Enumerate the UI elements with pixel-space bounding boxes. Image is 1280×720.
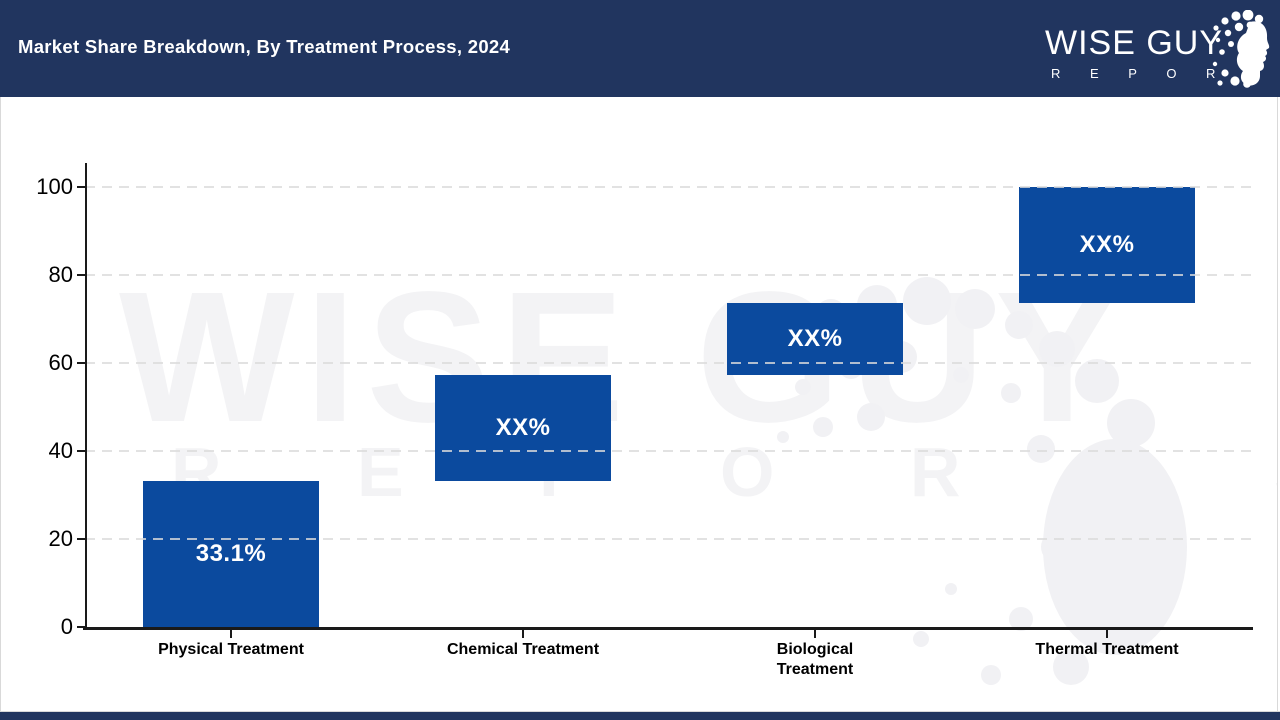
x-axis-tick-mark [230, 629, 232, 638]
y-axis-tick-label: 0 [60, 614, 73, 639]
x-axis-tick-mark [1106, 629, 1108, 638]
x-axis-tick-mark [522, 629, 524, 638]
bar-chemical-treatment: XX% [435, 375, 611, 482]
x-axis-category-label: Physical Treatment [158, 641, 304, 658]
x-axis-category-label: Biological Treatment [776, 641, 854, 678]
bar-physical-treatment: 33.1% [143, 481, 319, 627]
y-axis-tick-label: 20 [48, 526, 73, 551]
y-axis-tick-mark [77, 626, 85, 628]
chart-title: Market Share Breakdown, By Treatment Pro… [18, 36, 511, 57]
watermark-wordmark: WISE GUY [119, 254, 1130, 461]
bar-value-label: XX% [1079, 231, 1135, 259]
bar-thermal-treatment: XX% [1019, 187, 1195, 304]
header-band: Market Share Breakdown, By Treatment Pro… [0, 0, 1280, 97]
gridline [85, 362, 1253, 364]
bottom-border [0, 711, 1280, 712]
bar-biological-treatment: XX% [727, 303, 903, 376]
footer-band [0, 712, 1280, 720]
bar-value-label: XX% [495, 414, 551, 442]
y-axis-tick-mark [77, 538, 85, 540]
y-axis-tick-label: 100 [36, 174, 73, 199]
logo-subtext: R E P O R T S [1051, 66, 1280, 81]
logo-face-icon [1212, 10, 1270, 88]
logo-wordmark: WISE GUY [1045, 24, 1224, 62]
x-axis-category-label: Thermal Treatment [1035, 641, 1179, 658]
x-axis-line [83, 627, 1253, 630]
gridline [85, 274, 1253, 276]
y-axis-tick-label: 60 [48, 350, 73, 375]
y-axis-tick-mark [77, 362, 85, 364]
y-axis-line [85, 163, 87, 629]
x-axis-tick-mark [814, 629, 816, 638]
wise-guy-reports-logo: WISE GUY R E P O R T S [1015, 8, 1280, 92]
bar-value-label: 33.1% [195, 540, 267, 568]
gridline [85, 450, 1253, 452]
y-axis-tick-mark [77, 450, 85, 452]
y-axis-tick-label: 40 [48, 438, 73, 463]
y-axis-tick-mark [77, 186, 85, 188]
gridline [85, 538, 1253, 540]
y-axis-tick-label: 80 [48, 262, 73, 287]
y-axis-tick-mark [77, 274, 85, 276]
bar-value-label: XX% [787, 325, 843, 353]
x-axis-category-label: Chemical Treatment [446, 641, 600, 658]
chart-area: WISE GUY R E P O R T S 0 20 40 60 80 100 33.1%… [0, 97, 1278, 712]
gridline [85, 186, 1253, 188]
